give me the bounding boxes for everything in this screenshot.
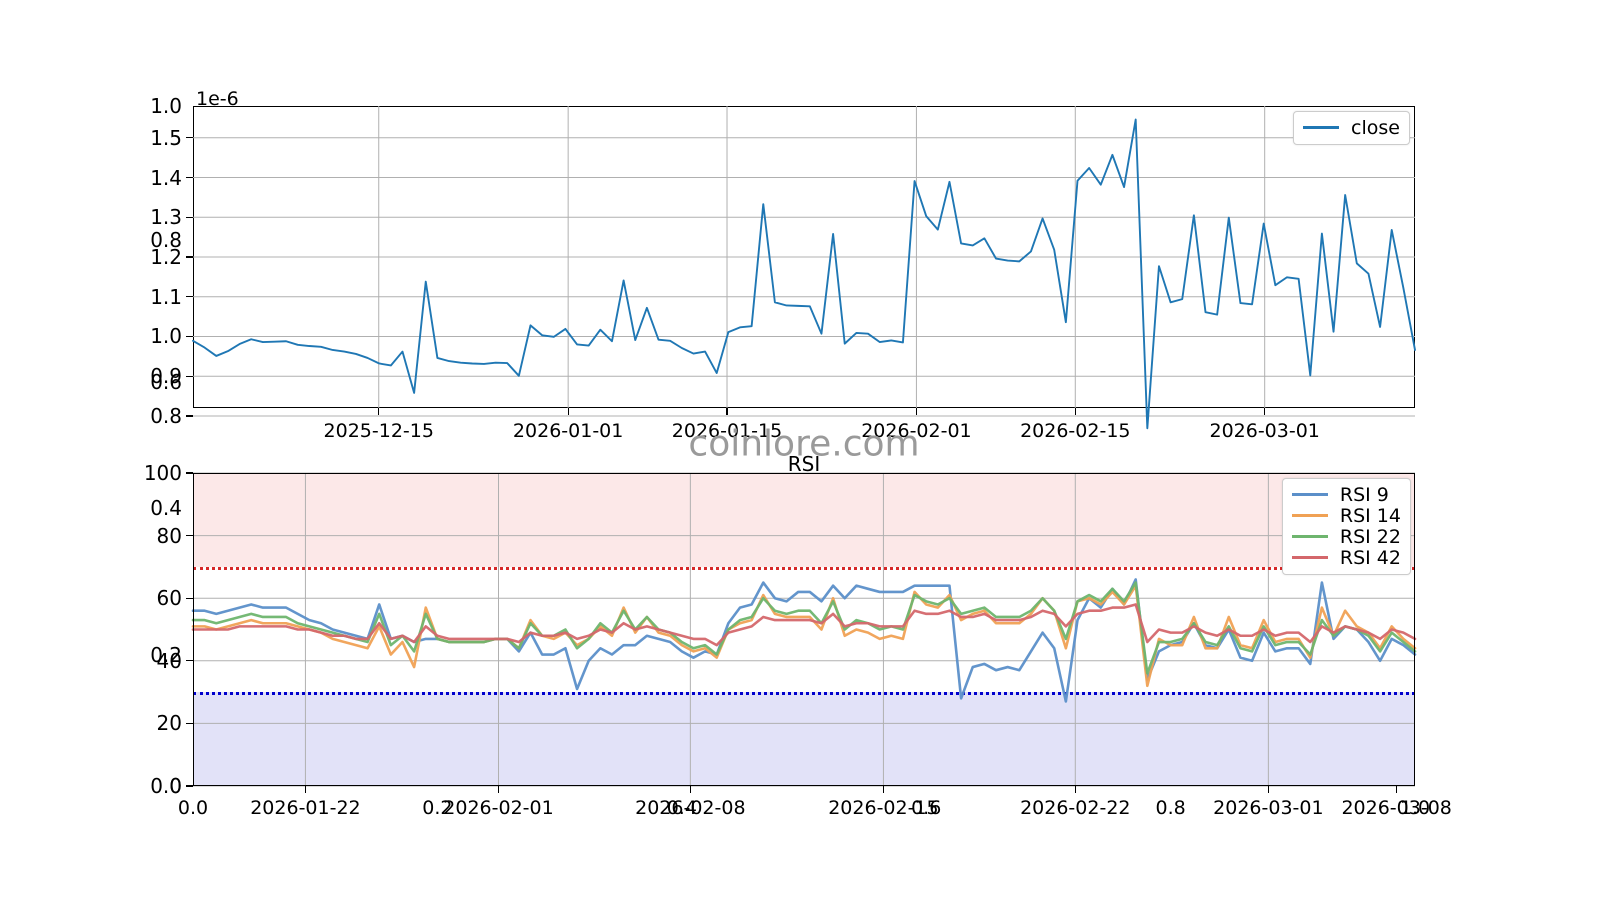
rsi-y-tick-80: 80 xyxy=(156,523,182,548)
price-x-tick-2025-12-15: 2025-12-15 xyxy=(323,420,434,442)
rsi-y-tick-20: 20 xyxy=(156,711,182,736)
rsi-threshold-line-70 xyxy=(193,566,1415,570)
rsi-y-tick-0: 0 xyxy=(169,774,182,798)
legend-label-rsi-9: RSI 9 xyxy=(1339,483,1389,506)
rsi-y-tick-60: 60 xyxy=(156,586,182,611)
rsi-legend: RSI 9 RSI 14 RSI 22 RSI 42 xyxy=(1281,478,1411,575)
rsi-x-tick-2026-02-15: 2026-02-15 xyxy=(828,797,939,819)
rsi-threshold-line-30 xyxy=(193,692,1415,696)
legend-label-rsi-14: RSI 14 xyxy=(1339,504,1401,527)
price-y-tick-mark xyxy=(186,137,193,139)
price-y-tick-1.4: 1.4 xyxy=(150,165,182,190)
price-y-tick-1.5: 1.5 xyxy=(150,125,182,150)
price-y-tick-0.9: 0.9 xyxy=(150,364,182,389)
rsi-y-tick-secondary-0.2: 0.2 xyxy=(150,643,182,667)
legend-item-rsi-22: RSI 22 xyxy=(1291,525,1401,548)
rsi-chart-axes: RSI 9 RSI 14 RSI 22 RSI 42 xyxy=(191,472,1417,787)
rsi-x-tick-secondary-0.8: 0.8 xyxy=(1155,797,1186,819)
price-x-tick-2026-02-01: 2026-02-01 xyxy=(861,420,972,442)
price-y-tick-0.8: 0.8 xyxy=(150,403,182,428)
watermark-coinlore: coinlore.com xyxy=(688,423,920,465)
legend-label-rsi-22: RSI 22 xyxy=(1339,525,1401,548)
rsi-y-tick-mark xyxy=(186,722,193,724)
price-y-tick-mark xyxy=(186,415,193,417)
rsi-x-tick-2026-03-01: 2026-03-01 xyxy=(1213,797,1324,819)
price-y-tick-mark xyxy=(186,296,193,298)
price-y-tick-1.2: 1.2 xyxy=(150,245,182,269)
legend-swatch-rsi-22 xyxy=(1291,535,1328,538)
price-y-tick-mark xyxy=(186,335,193,338)
price-x-tick-mark xyxy=(915,408,917,415)
rsi-x-tick-2026-03-08: 2026-03-08 xyxy=(1341,797,1452,819)
price-y-tick-mark xyxy=(186,176,193,179)
rsi-x-tick-secondary-0.2: 0.2 xyxy=(422,797,453,819)
rsi-y-tick-mark xyxy=(186,472,193,474)
price-gridlines xyxy=(193,106,1415,417)
legend-swatch-rsi-14 xyxy=(1291,514,1328,517)
legend-label-close: close xyxy=(1351,116,1400,139)
price-x-tick-2026-02-15: 2026-02-15 xyxy=(1020,420,1131,442)
rsi-x-tick-mark xyxy=(1267,786,1269,793)
rsi-panel-title: RSI xyxy=(787,452,821,476)
rsi-x-tick-2026-01-22: 2026-01-22 xyxy=(250,797,361,819)
rsi-y-tick-mark xyxy=(186,597,193,599)
price-line-plot xyxy=(192,118,1416,430)
price-x-tick-mark xyxy=(567,408,569,415)
price-y-tick-1.0: 1.0 xyxy=(150,324,182,349)
rsi-x-tick-2026-02-22: 2026-02-22 xyxy=(1020,797,1131,819)
legend-swatch-rsi-9 xyxy=(1291,493,1328,496)
price-x-tick-2026-01-01: 2026-01-01 xyxy=(512,420,624,442)
price-y-tick-secondary-0.8: 0.8 xyxy=(150,228,182,252)
rsi-y-tick-mark xyxy=(186,785,193,787)
price-y-tick-mark xyxy=(186,216,193,218)
legend-label-rsi-42: RSI 42 xyxy=(1339,546,1401,569)
legend-swatch-close xyxy=(1303,126,1340,129)
price-y-tick-secondary-1.0: 1.0 xyxy=(150,94,182,118)
rsi-x-tick-mark xyxy=(497,786,500,793)
rsi-x-tick-mark xyxy=(1396,786,1398,793)
rsi-y-tick-mark xyxy=(186,660,193,662)
legend-swatch-rsi-42 xyxy=(1291,556,1328,559)
price-axis-offset-text: 1e-6 xyxy=(196,88,239,110)
rsi-x-tick-2026-02-08: 2026-02-08 xyxy=(635,797,746,819)
rsi-x-tick-secondary-0.6: 0.6 xyxy=(911,797,942,819)
price-y-tick-secondary-0.6: 0.6 xyxy=(150,370,182,394)
rsi-x-tick-mark xyxy=(882,786,885,793)
price-x-tick-mark xyxy=(726,408,728,415)
rsi-y-tick-40: 40 xyxy=(156,648,182,673)
price-y-tick-1.1: 1.1 xyxy=(150,284,182,309)
rsi-x-tick-secondary-1.0: 1.0 xyxy=(1399,797,1431,819)
price-y-tick-1.3: 1.3 xyxy=(150,205,182,230)
legend-item-close: close xyxy=(1303,116,1400,139)
price-x-tick-2026-01-15: 2026-01-15 xyxy=(671,420,783,442)
price-chart-axes: close xyxy=(192,106,1416,430)
legend-item-rsi-42: RSI 42 xyxy=(1291,546,1401,569)
rsi-y-tick-mark xyxy=(186,535,193,537)
rsi-band-70-100 xyxy=(193,473,1415,567)
rsi-x-tick-mark xyxy=(304,786,306,793)
price-legend: close xyxy=(1293,111,1410,145)
rsi-y-tick-secondary-0.0: 0.0 xyxy=(150,774,182,798)
price-x-tick-mark xyxy=(1074,408,1076,415)
rsi-y-tick-secondary-0.4: 0.4 xyxy=(150,496,182,520)
rsi-x-tick-secondary-0.4: 0.4 xyxy=(666,797,697,819)
price-x-tick-mark xyxy=(378,408,380,415)
legend-item-rsi-9: RSI 9 xyxy=(1291,483,1401,506)
rsi-y-tick-100: 100 xyxy=(143,461,182,485)
legend-item-rsi-14: RSI 14 xyxy=(1291,504,1401,527)
rsi-band-0-30 xyxy=(193,692,1415,786)
rsi-x-tick-mark xyxy=(689,786,691,793)
rsi-line-plot xyxy=(191,578,1417,703)
price-x-tick-mark xyxy=(1264,408,1266,415)
rsi-x-tick-secondary-0.0: 0.0 xyxy=(177,797,209,819)
rsi-x-tick-mark xyxy=(1074,786,1076,793)
rsi-x-tick-2026-02-01: 2026-02-01 xyxy=(443,797,554,819)
price-x-tick-2026-03-01: 2026-03-01 xyxy=(1209,420,1320,442)
price-y-tick-mark xyxy=(186,375,193,377)
price-y-tick-mark xyxy=(186,256,193,258)
